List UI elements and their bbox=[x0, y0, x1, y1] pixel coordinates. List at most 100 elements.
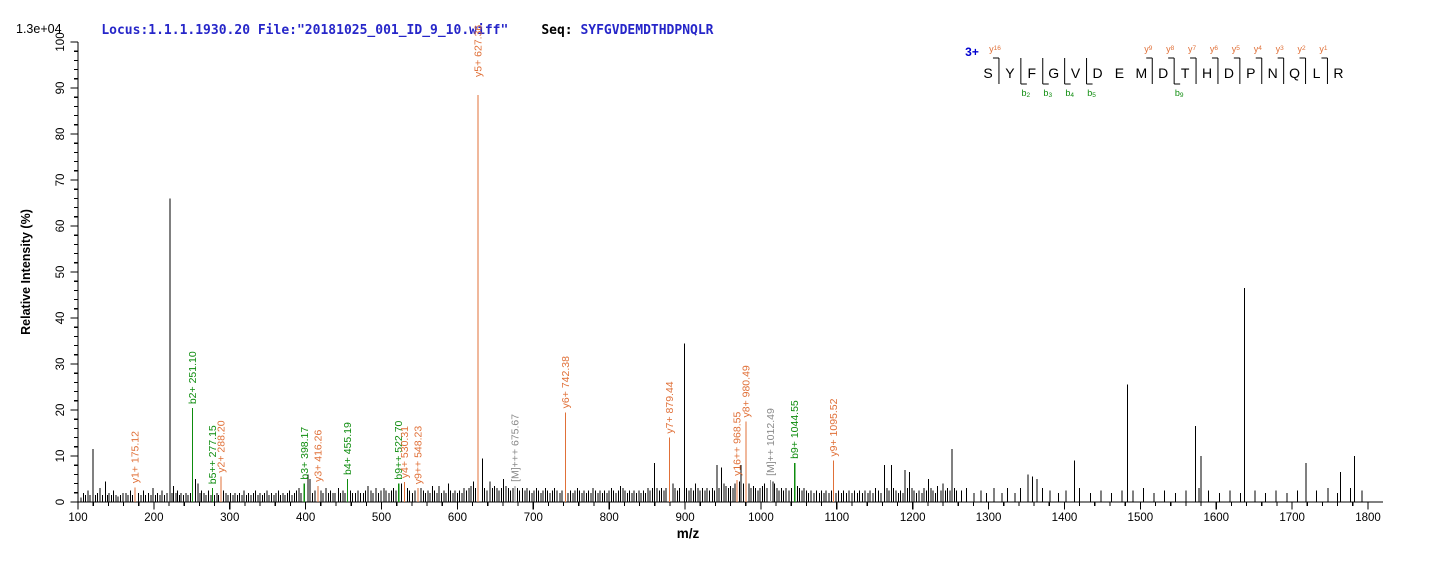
y-tick-label: 20 bbox=[55, 404, 67, 417]
y-ion-subscript: 16 bbox=[994, 45, 1002, 52]
y-tick-label: 10 bbox=[55, 450, 67, 463]
x-tick-label: 1400 bbox=[1052, 512, 1078, 524]
x-tick-label: 900 bbox=[675, 512, 694, 524]
x-tick-label: 1200 bbox=[900, 512, 926, 524]
peak-label-y2+: y2+ 288.20 bbox=[215, 420, 227, 472]
peak-label-y6+: y6+ 742.38 bbox=[560, 356, 572, 408]
b-ion-subscript: 9 bbox=[1180, 92, 1184, 99]
y-ion-mark-y7: y7 bbox=[1188, 44, 1197, 54]
axes: 100 200 300 400 500 600 700 800 900 1000 1100 1200 1… bbox=[16, 22, 1383, 541]
peak-label-b4+: b4+ 455.19 bbox=[342, 422, 354, 475]
y-ion-subscript: 7 bbox=[1192, 45, 1196, 52]
peak-label-y7+: y7+ 879.44 bbox=[664, 381, 676, 433]
b-ion-subscript: 2 bbox=[1027, 92, 1031, 99]
y-ion-subscript: 6 bbox=[1214, 45, 1218, 52]
x-tick-label: 700 bbox=[524, 512, 543, 524]
y-ion-mark-y3: y3 bbox=[1276, 44, 1285, 54]
residue-9-D: D bbox=[1158, 65, 1168, 81]
residue-5-V: V bbox=[1071, 65, 1081, 81]
b-ion-mark-b3: b3 bbox=[1043, 88, 1052, 99]
y-ion-subscript: 8 bbox=[1171, 45, 1175, 52]
b-ion-mark-b5: b5 bbox=[1087, 88, 1096, 99]
peak-label-y4+: y4+ 530.31 bbox=[399, 426, 411, 478]
precursor-charge: 3+ bbox=[965, 45, 979, 59]
x-axis-title: m/z bbox=[677, 526, 700, 541]
peak-label-y8+: y8+ 980.49 bbox=[741, 365, 753, 417]
y-tick-label: 100 bbox=[55, 32, 67, 51]
residue-1-S: S bbox=[983, 65, 992, 81]
y-axis-title: Relative Intensity (%) bbox=[19, 209, 33, 335]
x-tick-label: 1100 bbox=[824, 512, 849, 524]
y-tick-label: 80 bbox=[55, 128, 67, 141]
y-tick-label: 30 bbox=[55, 358, 67, 371]
locus-file-header: Locus:1.1.1.1930.20 File:"20181025_001_I… bbox=[70, 8, 508, 38]
residue-4-G: G bbox=[1048, 65, 1059, 81]
x-tick-label: 300 bbox=[220, 512, 239, 524]
x-tick-label: 1800 bbox=[1355, 512, 1381, 524]
y-ion-mark-y16: y16 bbox=[989, 44, 1001, 54]
seq-value: SYFGVDEMDTHDPNQLR bbox=[580, 23, 714, 38]
residue-15-Q: Q bbox=[1289, 65, 1300, 81]
x-tick-label: 1600 bbox=[1203, 512, 1229, 524]
y-tick-label: 50 bbox=[55, 266, 67, 279]
y-ion-mark-y1: y1 bbox=[1319, 44, 1328, 54]
residue-11-H: H bbox=[1202, 65, 1212, 81]
y-ion-subscript: 2 bbox=[1302, 45, 1306, 52]
peak-label-b2+: b2+ 251.10 bbox=[187, 351, 199, 404]
locus-file-text: Locus:1.1.1.1930.20 File:"20181025_001_I… bbox=[101, 23, 509, 38]
residue-2-Y: Y bbox=[1005, 65, 1015, 81]
y-ion-subscript: 1 bbox=[1324, 45, 1328, 52]
x-tick-label: 500 bbox=[372, 512, 391, 524]
y-tick-label: 90 bbox=[55, 82, 67, 95]
peak-label-b9+: b9+ 1044.55 bbox=[789, 400, 801, 459]
peak-label-b9++: b9++ 522.70 bbox=[393, 420, 405, 479]
y-ion-subscript: 3 bbox=[1280, 45, 1284, 52]
y-ion-subscript: 5 bbox=[1236, 45, 1240, 52]
y-ion-subscript: 4 bbox=[1258, 45, 1262, 52]
peak-label-y16++: y16++ 968.55 bbox=[732, 412, 744, 476]
peak-label-[M]++: [M]++ 1012.49 bbox=[765, 408, 777, 476]
x-tick-label: 200 bbox=[144, 512, 163, 524]
residue-17-R: R bbox=[1333, 65, 1343, 81]
x-tick-label: 1300 bbox=[976, 512, 1002, 524]
seq-label: Seq: bbox=[541, 23, 573, 38]
peak-label-y3+: y3+ 416.26 bbox=[312, 429, 324, 481]
y-ion-mark-y9: y9 bbox=[1144, 44, 1153, 54]
x-tick-label: 400 bbox=[296, 512, 315, 524]
sequence-header: Seq: SYFGVDEMDTHDPNQLR bbox=[510, 8, 713, 38]
peak-label-y5+: y5+ 627.36 bbox=[473, 25, 485, 77]
x-tick-label: 800 bbox=[600, 512, 619, 524]
residue-6-D: D bbox=[1092, 65, 1102, 81]
residue-13-P: P bbox=[1246, 65, 1255, 81]
peak-label-y9+: y9+ 1095.52 bbox=[828, 398, 840, 456]
y-ion-mark-y8: y8 bbox=[1166, 44, 1175, 54]
y-tick-label: 60 bbox=[55, 220, 67, 233]
b-ion-mark-b4: b4 bbox=[1065, 88, 1074, 99]
residue-14-N: N bbox=[1268, 65, 1278, 81]
y-tick-label: 0 bbox=[55, 499, 67, 505]
y-ion-subscript: 9 bbox=[1149, 45, 1153, 52]
y-ion-mark-y5: y5 bbox=[1232, 44, 1241, 54]
b-ion-subscript: 3 bbox=[1048, 92, 1052, 99]
y-ion-mark-y2: y2 bbox=[1297, 44, 1306, 54]
y-ion-mark-y4: y4 bbox=[1254, 44, 1263, 54]
residue-16-L: L bbox=[1313, 65, 1321, 81]
peak-label-y9++: y9++ 548.23 bbox=[413, 426, 425, 485]
residue-8-M: M bbox=[1135, 65, 1147, 81]
residue-12-D: D bbox=[1224, 65, 1234, 81]
b-ion-mark-b2: b2 bbox=[1022, 88, 1031, 99]
x-tick-label: 1500 bbox=[1128, 512, 1154, 524]
residue-10-T: T bbox=[1181, 65, 1190, 81]
residue-3-F: F bbox=[1028, 65, 1037, 81]
peaks-layer bbox=[77, 95, 1363, 502]
x-tick-label: 600 bbox=[448, 512, 467, 524]
peak-label-b5++: b5++ 277.15 bbox=[207, 425, 219, 484]
peak-label-b3+: b3+ 398.17 bbox=[299, 427, 311, 480]
b-ion-subscript: 5 bbox=[1092, 92, 1096, 99]
b-ion-mark-b9: b9 bbox=[1175, 88, 1184, 99]
x-tick-label: 1000 bbox=[748, 512, 774, 524]
